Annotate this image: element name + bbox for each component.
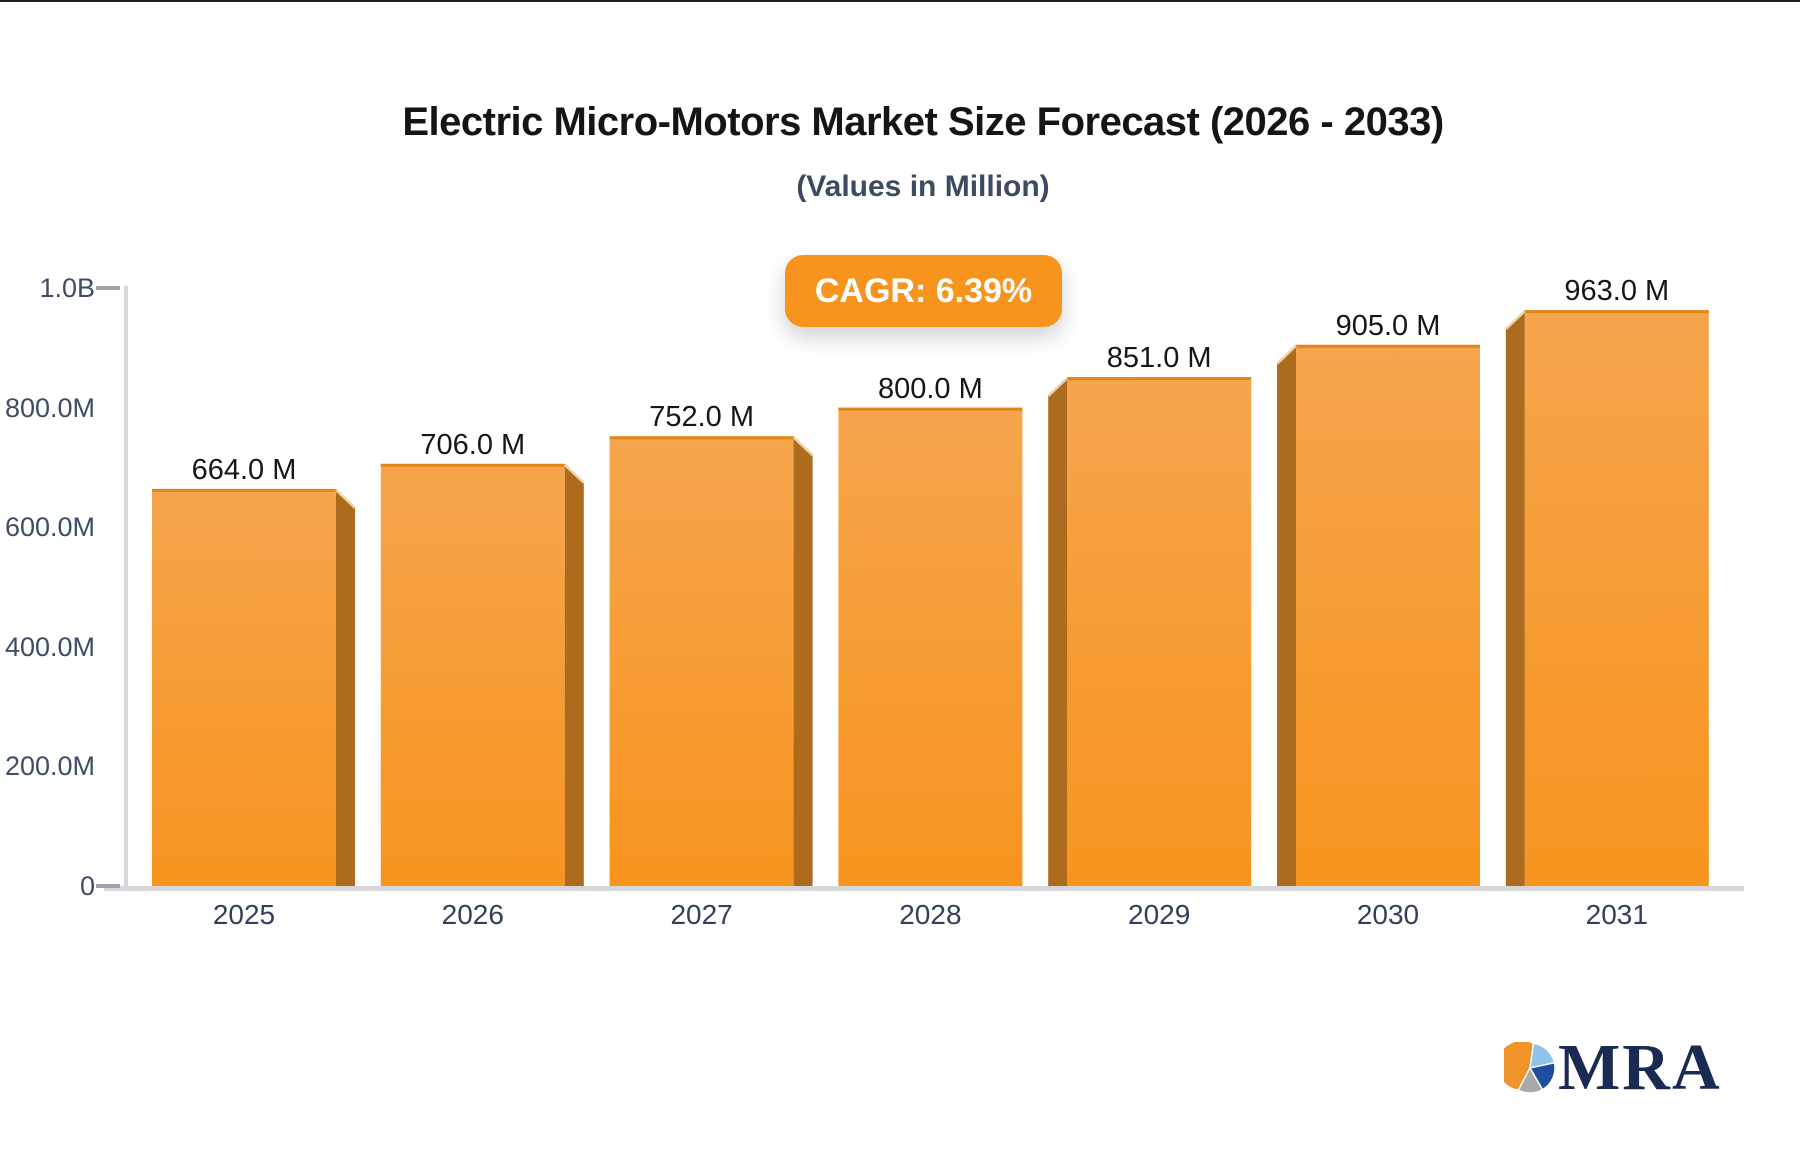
bar-value-label: 800.0 M — [877, 372, 983, 405]
bar-side-face — [336, 488, 355, 886]
bar-value-label: 664.0 M — [191, 453, 297, 486]
y-axis-label: 800.0M — [4, 392, 95, 423]
bar-chamfer-highlight — [792, 436, 814, 457]
bar-side-face — [564, 463, 584, 886]
bar-top-edge — [1296, 344, 1480, 348]
x-axis-baseline — [104, 886, 1744, 891]
bar — [609, 436, 794, 886]
cagr-badge: CAGR: 6.39% — [785, 255, 1062, 327]
x-axis-label: 2031 — [1585, 899, 1648, 930]
bar-chamfer-highlight — [1276, 344, 1297, 365]
bar — [152, 488, 336, 886]
y-axis-label: 600.0M — [4, 512, 95, 543]
bar-top-edge — [838, 407, 1023, 411]
chart-title: Electric Micro-Motors Market Size Foreca… — [402, 100, 1444, 144]
bar-value-label: 706.0 M — [420, 428, 526, 461]
bar-side-face — [1505, 310, 1525, 887]
bar-side-face — [1048, 377, 1068, 886]
y-axis-label: 200.0M — [4, 751, 95, 782]
x-axis-label: 2029 — [1128, 899, 1191, 930]
bar-value-label: 851.0 M — [1106, 342, 1212, 375]
mra-logo-text: MRA — [1558, 1031, 1722, 1104]
x-axis-label: 2025 — [212, 899, 276, 930]
bar-top-edge — [152, 488, 336, 492]
bar — [380, 463, 565, 886]
x-axis-label: 2027 — [670, 899, 733, 930]
mra-logo: MRA — [1504, 1031, 1722, 1104]
bar-side-face — [1277, 344, 1296, 886]
x-axis-label: 2028 — [899, 899, 962, 930]
y-axis-label: 1.0B — [39, 273, 95, 303]
bar-chamfer-highlight — [563, 463, 585, 484]
bar-top-edge — [1524, 310, 1709, 314]
chart-subtitle: (Values in Million) — [796, 170, 1050, 203]
y-axis-label: 400.0M — [4, 631, 95, 662]
bar-chamfer-highlight — [1504, 310, 1526, 331]
bar-top-edge — [609, 436, 794, 440]
bar — [838, 407, 1023, 886]
y-axis-tick-dash — [96, 286, 120, 290]
bar-value-label: 963.0 M — [1564, 275, 1670, 308]
x-axis-label: 2030 — [1356, 899, 1420, 930]
top-border-line — [0, 0, 1800, 2]
bar-value-label: 905.0 M — [1335, 309, 1441, 342]
x-axis-label: 2026 — [441, 899, 504, 930]
bar-top-edge — [380, 463, 565, 467]
pie-chart-logo-icon — [1504, 1042, 1556, 1094]
bar-top-edge — [1067, 377, 1252, 381]
y-axis-line — [124, 286, 128, 890]
bar-chamfer-highlight — [1047, 377, 1069, 398]
bar — [1524, 310, 1709, 887]
y-axis-label: 0 — [79, 871, 95, 901]
bar-value-label: 752.0 M — [649, 401, 754, 434]
bar — [1296, 344, 1480, 886]
y-axis-tick-dash — [96, 884, 120, 888]
bar — [1067, 377, 1252, 886]
logo-pie-slice-gray — [1517, 1066, 1544, 1094]
bar-chamfer-highlight — [335, 489, 356, 509]
bar-side-face — [793, 436, 813, 886]
logo-pie-slice-orange — [1504, 1042, 1535, 1091]
